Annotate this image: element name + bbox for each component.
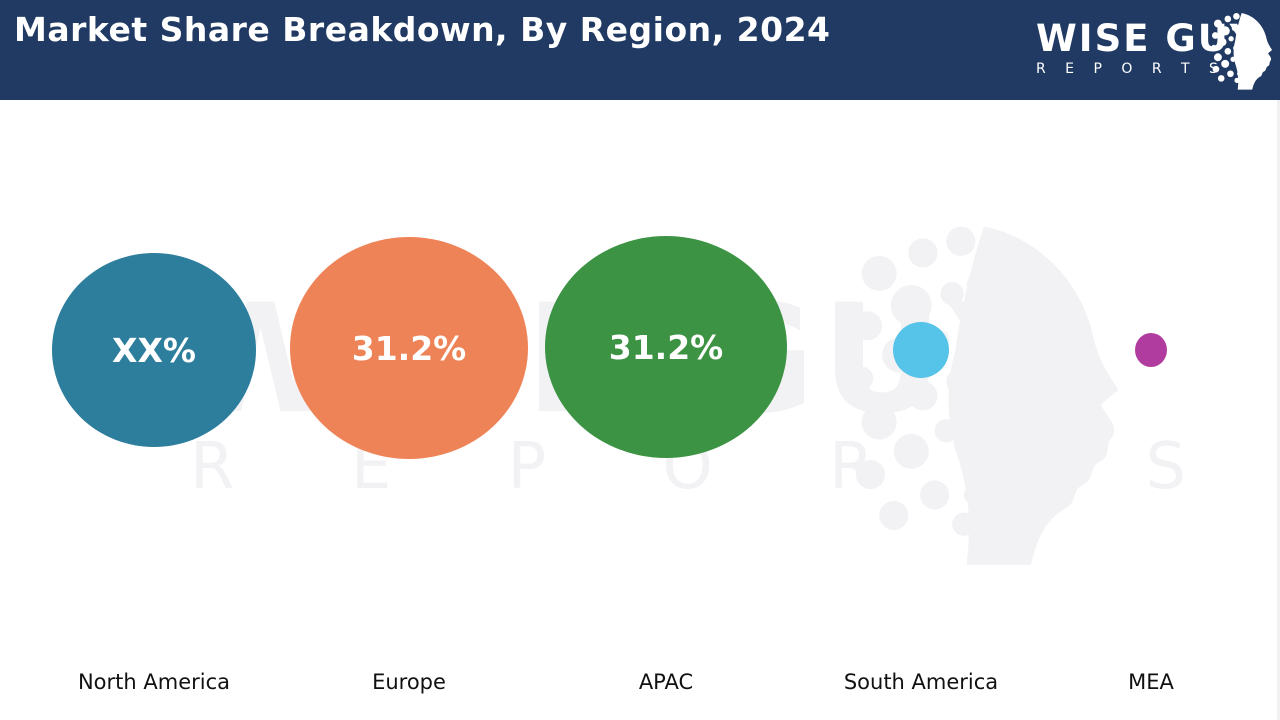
bubble-value-label: 31.2% — [351, 328, 467, 368]
wise-guy-reports-logo: WISE GUY R E P O R T S — [1026, 8, 1276, 94]
head-profile-icon — [1211, 13, 1273, 90]
category-label-south-america: South America — [843, 670, 999, 694]
watermark-head-icon — [850, 226, 1119, 565]
bubble-south-america — [893, 322, 949, 378]
bubble-europe: 31.2% — [290, 237, 528, 459]
bubble-apac: 31.2% — [545, 236, 787, 458]
category-label-europe: Europe — [372, 670, 446, 694]
page-title: Market Share Breakdown, By Region, 2024 — [14, 10, 831, 49]
category-label-north-america: North America — [77, 670, 231, 694]
bubble-value-label: XX% — [112, 330, 196, 370]
bubble-north-america: XX% — [52, 253, 256, 447]
logo-subtitle: R E P O R T S — [1036, 61, 1226, 77]
bubble-chart: WISE GUY R E P O R T S XX% 31.2% 31.2% — [0, 100, 1280, 720]
header-bar: Market Share Breakdown, By Region, 2024 … — [0, 0, 1280, 100]
bubble-mea — [1135, 333, 1167, 367]
category-label-mea: MEA — [1128, 670, 1174, 694]
bubble-value-label: 31.2% — [608, 327, 724, 367]
category-label-apac: APAC — [638, 670, 694, 694]
